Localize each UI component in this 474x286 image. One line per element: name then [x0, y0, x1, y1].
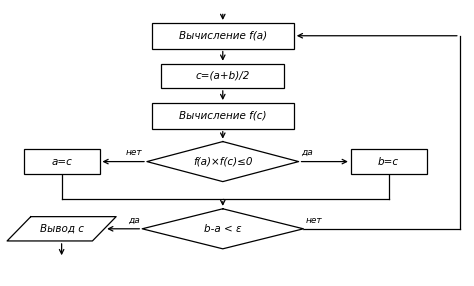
Text: a=c: a=c	[51, 157, 72, 166]
Text: b=c: b=c	[378, 157, 399, 166]
Text: Вычисление f(a): Вычисление f(a)	[179, 31, 267, 41]
Polygon shape	[142, 209, 303, 249]
Polygon shape	[147, 142, 299, 182]
Text: нет: нет	[306, 216, 322, 225]
Bar	[351, 149, 427, 174]
Text: да: да	[128, 216, 140, 225]
Text: Вывод с: Вывод с	[40, 224, 83, 234]
Text: Вычисление f(c): Вычисление f(c)	[179, 111, 266, 121]
Polygon shape	[7, 217, 116, 241]
Bar	[152, 23, 294, 49]
Bar	[24, 149, 100, 174]
Text: c=(a+b)/2: c=(a+b)/2	[196, 71, 250, 81]
Text: да: да	[301, 148, 313, 157]
Text: нет: нет	[126, 148, 142, 157]
Text: b-a < ε: b-a < ε	[204, 224, 242, 234]
Bar	[152, 103, 294, 129]
Text: f(a)×f(c)≤0: f(a)×f(c)≤0	[193, 157, 253, 166]
Bar	[161, 63, 284, 88]
